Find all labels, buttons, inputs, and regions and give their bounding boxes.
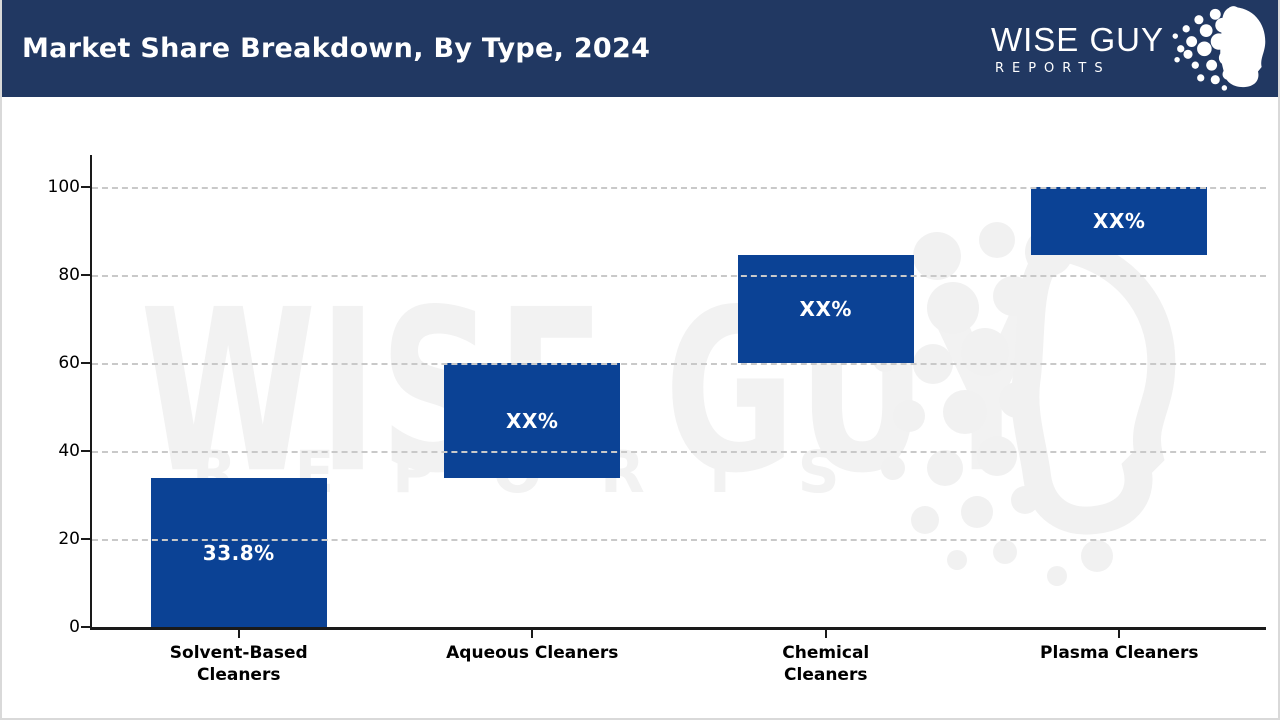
x-category-label: Chemical Cleaners [679, 642, 973, 686]
x-tick-mark [237, 630, 240, 638]
bar: XX% [737, 255, 914, 364]
y-tick-mark [81, 626, 90, 628]
y-tick-mark [81, 450, 90, 453]
bar-value-label: XX% [799, 297, 852, 322]
x-category-label: Solvent-Based Cleaners [92, 642, 386, 686]
y-tick-label: 20 [58, 529, 80, 550]
y-tick-label: 0 [69, 617, 80, 637]
header-bar: Market Share Breakdown, By Type, 2024 WI… [2, 0, 1278, 97]
page-title: Market Share Breakdown, By Type, 2024 [22, 33, 651, 64]
logo-subtitle: REPORTS [994, 60, 1111, 76]
x-category-label: Plasma Cleaners [973, 642, 1267, 686]
bar: 33.8% [150, 478, 327, 627]
bar: XX% [444, 363, 621, 479]
logo-face-icon [1168, 1, 1268, 97]
bar-value-label: 33.8% [202, 540, 275, 565]
x-axis-labels: Solvent-Based Cleaners Aqueous Cleaners Ch… [92, 642, 1266, 686]
gridline [92, 275, 1266, 278]
bar-slot: XX% [386, 155, 680, 627]
wise-guy-logo: WISE GUY REPORTS [991, 1, 1268, 97]
bar-slot: 33.8% [92, 155, 386, 627]
y-tick-label: 60 [58, 353, 80, 374]
y-tick-label: 80 [58, 265, 80, 286]
gridline [92, 187, 1266, 190]
y-tick-mark [81, 362, 90, 365]
x-category-label-text: Chemical Cleaners [782, 643, 870, 685]
y-tick-label: 40 [58, 441, 80, 462]
x-tick-mark [531, 630, 534, 638]
bar: XX% [1031, 187, 1208, 256]
x-category-label: Aqueous Cleaners [386, 642, 680, 686]
gridline [92, 363, 1266, 366]
x-tick-mark [824, 630, 827, 638]
gridline [92, 539, 1266, 542]
logo-text: WISE GUY REPORTS [991, 23, 1164, 75]
y-tick-mark [81, 538, 90, 541]
x-tick-mark [1118, 630, 1121, 638]
x-category-label-text: Plasma Cleaners [1040, 643, 1199, 663]
gridline [92, 451, 1266, 454]
y-tick-label: 100 [47, 177, 80, 198]
bar-value-label: XX% [1093, 209, 1146, 234]
x-category-label-text: Aqueous Cleaners [446, 643, 619, 663]
y-tick-mark [81, 186, 90, 189]
bar-slot: XX% [973, 155, 1267, 627]
y-tick-mark [81, 274, 90, 277]
bar-value-label: XX% [506, 408, 559, 433]
x-category-label-text: Solvent-Based Cleaners [169, 643, 308, 685]
logo-wordmark: WISE GUY [990, 20, 1164, 58]
plot-area: Solvent-Based Cleaners Aqueous Cleaners Ch… [48, 155, 1267, 685]
bar-slot: XX% [679, 155, 973, 627]
